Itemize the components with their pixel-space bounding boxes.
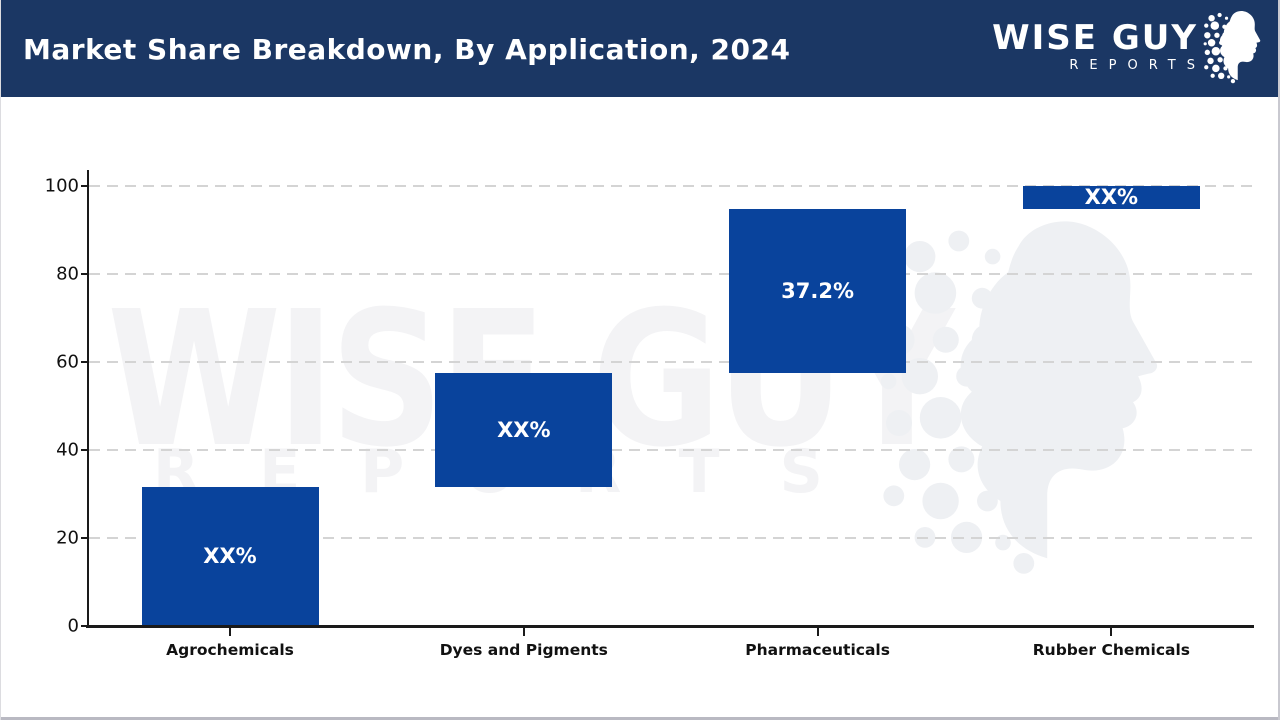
x-axis-spine — [86, 625, 1254, 628]
dotted-head-icon — [1203, 10, 1261, 84]
y-tick-80 — [81, 273, 89, 275]
logo-text: WISE GUY REPORTS — [992, 18, 1198, 72]
bar-value-label: XX% — [1084, 185, 1139, 210]
y-tick-0 — [81, 625, 89, 627]
y-tick-40 — [81, 449, 89, 451]
chart-area: WISE GUY REPORTS 020406080100XX%Agrochem… — [1, 97, 1278, 720]
page-title: Market Share Breakdown, By Application, … — [23, 33, 791, 66]
bar-pharmaceuticals — [729, 208, 907, 373]
gridline-80 — [89, 273, 1254, 275]
x-tick — [229, 628, 231, 636]
gridline-100 — [89, 185, 1254, 187]
gridline-40 — [89, 449, 1254, 451]
y-tick-100 — [81, 185, 89, 187]
wise-guy-reports-logo: WISE GUY REPORTS — [992, 7, 1266, 87]
bar-value-label: XX% — [203, 544, 257, 569]
y-tick-label: 100 — [44, 175, 79, 197]
x-category-label: Agrochemicals — [166, 641, 294, 659]
gridline-20 — [89, 537, 1254, 539]
bottom-frame-line — [1, 717, 1278, 720]
watermark-dotted-head — [880, 221, 1158, 574]
x-tick — [1110, 628, 1113, 636]
x-category-label: Rubber Chemicals — [1032, 641, 1191, 659]
logo-wordmark: WISE GUY — [992, 18, 1198, 59]
logo-subtitle: REPORTS — [1069, 57, 1206, 73]
bar-value-label: XX% — [497, 417, 551, 442]
y-tick-20 — [81, 537, 89, 539]
x-tick — [522, 628, 525, 636]
x-category-label: Dyes and Pigments — [439, 641, 608, 659]
y-tick-label: 0 — [67, 615, 79, 637]
y-tick-label: 60 — [56, 351, 79, 373]
y-tick-label: 40 — [56, 439, 79, 461]
y-tick-label: 20 — [56, 527, 79, 549]
x-category-label: Pharmaceuticals — [745, 641, 890, 659]
header-bar: Market Share Breakdown, By Application, … — [1, 0, 1278, 97]
y-tick-60 — [81, 361, 89, 363]
bar-dyes-and-pigments — [435, 372, 613, 487]
bar-rubber-chemicals — [1022, 186, 1200, 209]
gridline-60 — [89, 361, 1254, 363]
y-axis-spine — [87, 170, 89, 628]
bar-value-label: 37.2% — [781, 278, 855, 303]
y-tick-label: 80 — [56, 263, 79, 285]
bar-agrochemicals — [141, 486, 319, 626]
x-tick — [816, 628, 819, 636]
